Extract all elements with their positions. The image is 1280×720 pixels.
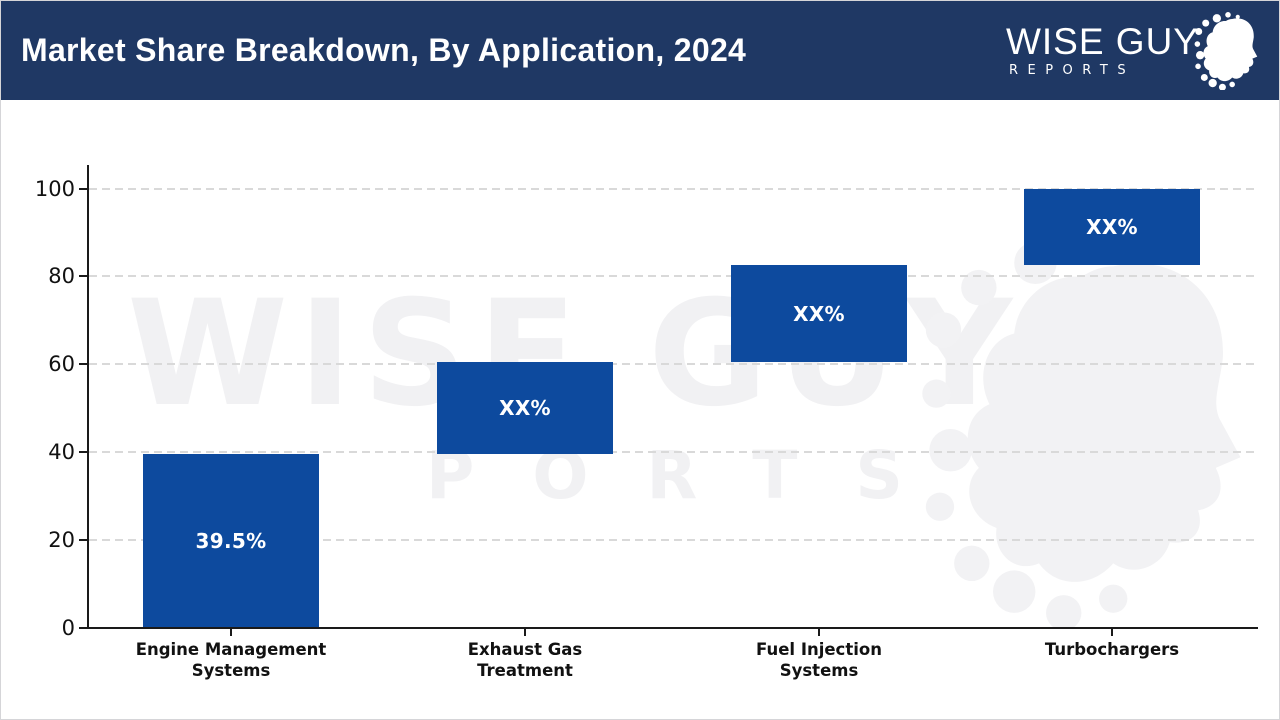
- chart-title: Market Share Breakdown, By Application, …: [21, 32, 747, 68]
- category-label: Engine Management Systems: [136, 640, 327, 681]
- bar-segment: XX%: [731, 265, 907, 362]
- wiseguy-logo: WISE GUY REPORTS: [1006, 11, 1263, 90]
- bar-value-label: XX%: [499, 395, 551, 420]
- gridline: [89, 187, 1257, 190]
- gridline: [89, 275, 1257, 278]
- bar-segment: XX%: [437, 361, 613, 455]
- logo-wordmark: WISE GUY: [1005, 21, 1199, 62]
- y-tick-mark: [79, 363, 87, 366]
- category-label-line: Exhaust Gas: [467, 640, 583, 659]
- bar-value-label: 39.5%: [195, 528, 267, 553]
- x-tick-mark: [1111, 629, 1113, 636]
- category-label-line: Systems: [779, 660, 859, 680]
- y-tick-label: 80: [48, 264, 75, 289]
- x-tick-mark: [230, 629, 232, 636]
- gridline: [89, 363, 1257, 366]
- y-tick-mark: [79, 450, 87, 453]
- y-tick-mark: [79, 275, 87, 278]
- bar-segment: XX%: [1024, 188, 1200, 266]
- y-tick-label: 100: [34, 176, 75, 201]
- category-label-line: Treatment: [477, 660, 573, 680]
- bar-value-label: XX%: [1086, 214, 1138, 239]
- bar-segment: 39.5%: [143, 454, 319, 628]
- y-tick-label: 0: [61, 615, 75, 640]
- bar-value-label: XX%: [793, 301, 845, 326]
- category-label: Exhaust Gas Treatment: [468, 640, 583, 681]
- x-tick-mark: [524, 629, 526, 636]
- y-tick-label: 60: [48, 352, 75, 377]
- header-bar: Market Share Breakdown, By Application, …: [1, 1, 1279, 100]
- category-label-line: Turbochargers: [1044, 640, 1180, 659]
- y-tick-mark: [79, 538, 87, 541]
- y-tick-label: 40: [48, 439, 75, 464]
- category-label-line: Fuel Injection: [756, 640, 882, 659]
- category-label: Turbochargers: [1045, 640, 1179, 661]
- gridline: [89, 450, 1257, 453]
- logo-head-icon: [1194, 11, 1258, 90]
- category-label: Fuel Injection Systems: [756, 640, 882, 681]
- category-label-line: Engine Management: [135, 640, 327, 659]
- y-tick-mark: [79, 187, 87, 190]
- logo-subtext: REPORTS: [1008, 63, 1136, 78]
- x-tick-mark: [818, 629, 820, 636]
- y-tick-mark: [79, 626, 87, 629]
- y-axis-line: [87, 165, 89, 629]
- watermark-head-icon: [922, 231, 1241, 627]
- x-axis-line: [87, 627, 1258, 629]
- logo-text: WISE GUY REPORTS: [1006, 23, 1199, 78]
- category-label-line: Systems: [191, 660, 271, 680]
- y-tick-label: 20: [48, 527, 75, 552]
- gridline: [89, 538, 1257, 541]
